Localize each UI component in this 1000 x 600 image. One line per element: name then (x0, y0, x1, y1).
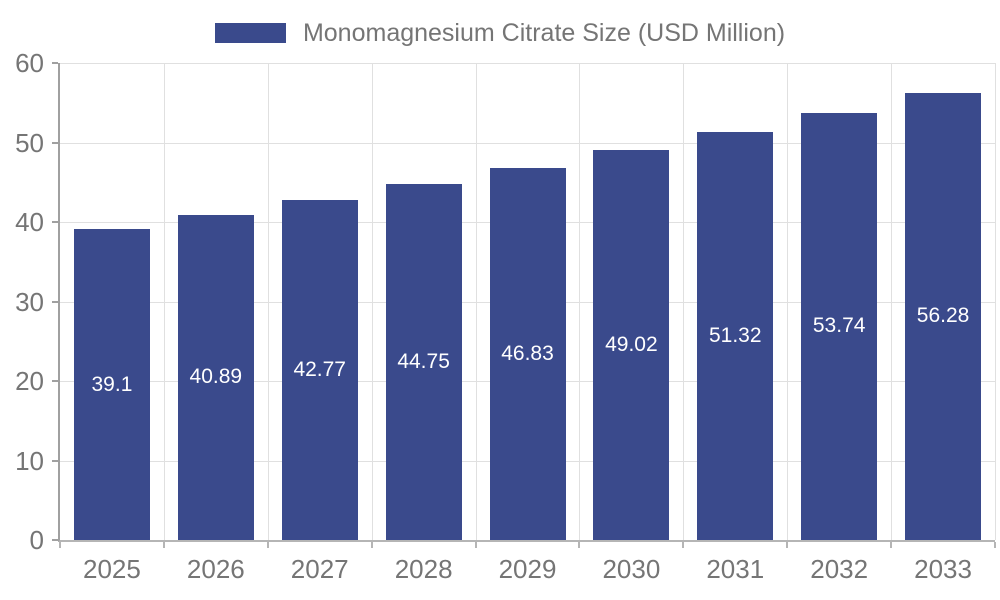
y-tick (52, 539, 58, 541)
x-gridline (163, 63, 165, 540)
x-tick (162, 542, 165, 548)
x-axis-label: 2032 (810, 554, 869, 584)
bar: 44.75 (385, 184, 462, 540)
x-tick (890, 542, 893, 548)
y-axis-label: 50 (15, 127, 44, 158)
x-axis-label: 2029 (498, 554, 557, 584)
y-axis-label: 30 (15, 286, 44, 317)
y-tick (52, 380, 58, 382)
bar-value-label: 49.02 (605, 333, 658, 357)
plot-area: 0 10 20 30 40 50 60 2025 39.1 2026 40.89 2027 42.77 2… (15, 50, 996, 582)
bar-value-label: 51.32 (708, 324, 762, 347)
bar-value-label: 40.89 (189, 365, 243, 389)
y-tick (52, 62, 58, 64)
x-gridline (579, 63, 581, 540)
bar: 49.02 (593, 150, 670, 540)
x-axis-label: 2030 (602, 554, 661, 584)
x-tick (682, 542, 685, 548)
bar: 42.77 (281, 199, 358, 540)
bar-value-label: 56.28 (916, 304, 970, 328)
x-axis-label: 2026 (186, 554, 245, 584)
y-axis-label: 0 (29, 525, 44, 555)
y-axis-label: 40 (15, 207, 44, 237)
x-axis-label: 2028 (394, 554, 453, 584)
bar-value-label: 53.74 (812, 314, 866, 338)
y-axis-label: 20 (15, 366, 44, 396)
legend-swatch (214, 23, 286, 43)
x-gridline (683, 63, 685, 540)
x-tick (786, 542, 789, 548)
y-axis-label: 10 (15, 445, 44, 476)
y-tick (52, 459, 58, 462)
x-gridline (371, 63, 373, 540)
y-tick (52, 300, 58, 303)
x-tick (370, 542, 373, 548)
x-tick (266, 542, 269, 548)
bar-value-label: 46.83 (501, 341, 554, 365)
x-gridline (475, 63, 477, 540)
y-gridline (60, 142, 995, 144)
bar-value-label: 39.1 (91, 372, 133, 396)
x-axis-label: 2027 (290, 554, 349, 584)
bar: 53.74 (801, 112, 878, 540)
x-axis-label: 2025 (83, 554, 141, 584)
x-gridline (267, 63, 269, 540)
x-axis-label: 2033 (914, 554, 972, 584)
x-axis-label: 2031 (706, 554, 765, 584)
x-tick (994, 542, 996, 548)
x-gridline (995, 63, 996, 540)
legend-label: Monomagnesium Citrate Size (USD Million) (302, 18, 786, 47)
bar: 51.32 (697, 132, 774, 540)
x-tick (578, 542, 581, 548)
y-tick (52, 141, 58, 144)
bar: 46.83 (489, 167, 566, 540)
x-gridline (787, 63, 789, 540)
bar: 39.1 (73, 229, 150, 540)
bar-value-label: 42.77 (293, 357, 346, 381)
y-gridline (60, 63, 995, 64)
x-tick (474, 542, 477, 548)
bar-value-label: 44.75 (397, 350, 450, 374)
x-tick (59, 542, 61, 548)
bar: 40.89 (177, 214, 254, 540)
y-tick (52, 221, 58, 223)
bar: 56.28 (905, 92, 982, 540)
y-axis-label: 60 (15, 48, 44, 78)
x-gridline (891, 63, 893, 540)
legend[interactable]: Monomagnesium Citrate Size (USD Million) (0, 15, 1000, 51)
